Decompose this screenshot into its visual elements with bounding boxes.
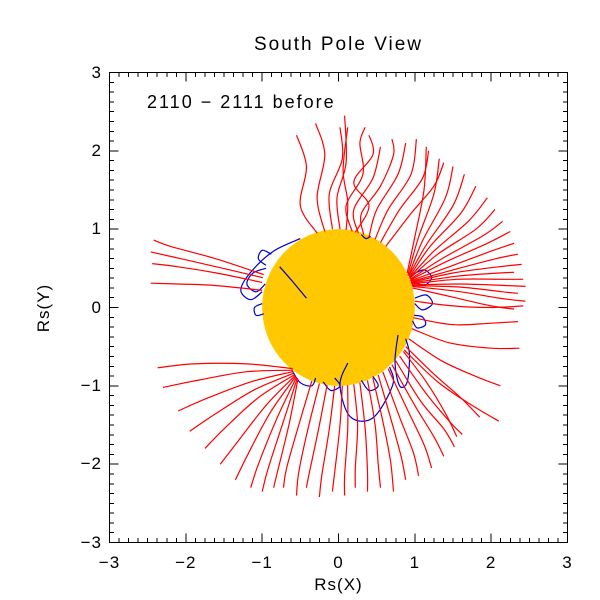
open-field-line: [372, 377, 395, 492]
open-field-line: [411, 283, 526, 287]
open-field-line: [395, 360, 456, 448]
open-field-line: [411, 285, 518, 294]
open-field-line: [368, 142, 407, 238]
open-field-line: [234, 376, 297, 481]
open-field-line: [352, 146, 382, 234]
open-field-line: [366, 380, 382, 488]
open-field-line: [315, 123, 326, 232]
open-field-line: [353, 135, 375, 233]
x-tick-label: −3: [98, 553, 121, 572]
x-axis-label: Rs(X): [314, 575, 363, 594]
open-field-line: [359, 382, 369, 492]
open-field-line: [295, 383, 320, 496]
y-tick-label: 1: [91, 219, 102, 239]
y-tick-label: −1: [80, 375, 102, 395]
y-axis-label: Rs(Y): [34, 283, 53, 333]
closed-field-line: [240, 238, 301, 301]
open-field-line: [379, 150, 430, 243]
x-tick-label: −1: [251, 553, 273, 572]
open-field-line: [412, 285, 526, 302]
open-field-line: [150, 282, 263, 291]
open-field-line: [413, 317, 518, 326]
open-field-line: [353, 384, 359, 488]
open-field-line: [411, 328, 520, 350]
open-field-line: [409, 209, 496, 279]
open-field-line: [410, 230, 511, 281]
open-field-line: [204, 374, 295, 449]
open-field-line: [153, 239, 264, 276]
open-field-line: [328, 127, 344, 230]
closed-field-line: [394, 334, 411, 388]
open-field-line: [399, 355, 463, 435]
y-tick-label: −3: [80, 532, 102, 552]
x-tick-label: 2: [485, 553, 497, 572]
open-field-line: [412, 287, 515, 310]
open-field-line: [402, 351, 458, 438]
open-field-line: [411, 278, 524, 285]
open-field-line: [219, 375, 296, 465]
x-tick-label: 1: [409, 553, 421, 572]
open-field-line: [408, 166, 454, 276]
axis-frame-and-ticks: [109, 72, 568, 543]
open-field-line: [189, 372, 294, 432]
open-field-line: [359, 138, 395, 235]
open-field-line: [387, 368, 433, 469]
x-tick-label: −2: [175, 553, 197, 572]
sun-disk: [262, 229, 415, 386]
open-field-line: [261, 377, 298, 492]
open-field-line: [409, 197, 488, 279]
open-field-line: [295, 135, 318, 234]
open-field-line: [177, 371, 293, 412]
open-field-line: [273, 378, 299, 488]
open-field-line: [410, 242, 515, 282]
closed-field-line: [279, 266, 307, 299]
open-field-line: [406, 146, 427, 274]
open-field-line: [410, 271, 515, 284]
open-field-line: [410, 253, 519, 283]
open-field-line: [150, 251, 264, 279]
open-field-line: [331, 385, 343, 492]
open-field-line: [410, 263, 522, 283]
open-field-line: [382, 371, 420, 477]
open-field-line: [407, 158, 440, 275]
open-field-line: [408, 338, 501, 387]
open-field-line: [152, 263, 263, 283]
x-tick-label: 3: [562, 553, 573, 572]
y-tick-label: 2: [91, 140, 102, 160]
open-field-line: [374, 139, 417, 240]
closed-field-line: [411, 314, 427, 329]
open-field-line: [157, 362, 293, 370]
open-field-lines: [150, 115, 526, 498]
plot-title: South Pole View: [253, 34, 424, 55]
y-tick-label: −2: [80, 454, 102, 474]
open-field-line: [250, 376, 298, 488]
closed-field-line: [360, 376, 379, 392]
open-field-line: [282, 380, 313, 488]
open-field-line: [377, 374, 407, 480]
open-field-line: [403, 349, 500, 422]
open-field-line: [391, 364, 445, 457]
open-field-line: [414, 300, 524, 309]
closed-field-line: [257, 249, 272, 266]
y-tick-label: 3: [91, 62, 102, 82]
open-field-line: [405, 346, 481, 418]
open-field-line: [409, 185, 477, 278]
closed-field-line: [253, 303, 264, 317]
open-field-line: [385, 162, 445, 247]
open-field-line: [343, 385, 349, 496]
time-range-annotation: 2110 − 2111 before: [147, 92, 336, 112]
open-field-line: [409, 220, 503, 280]
open-field-line: [345, 127, 366, 232]
open-field-line: [336, 115, 348, 230]
x-tick-label: 0: [333, 553, 344, 572]
open-field-line: [408, 174, 465, 277]
y-tick-label: 0: [91, 297, 102, 317]
open-field-line: [162, 369, 293, 388]
closed-field-line: [339, 362, 395, 422]
open-field-line: [305, 384, 328, 488]
open-field-line: [318, 385, 336, 498]
